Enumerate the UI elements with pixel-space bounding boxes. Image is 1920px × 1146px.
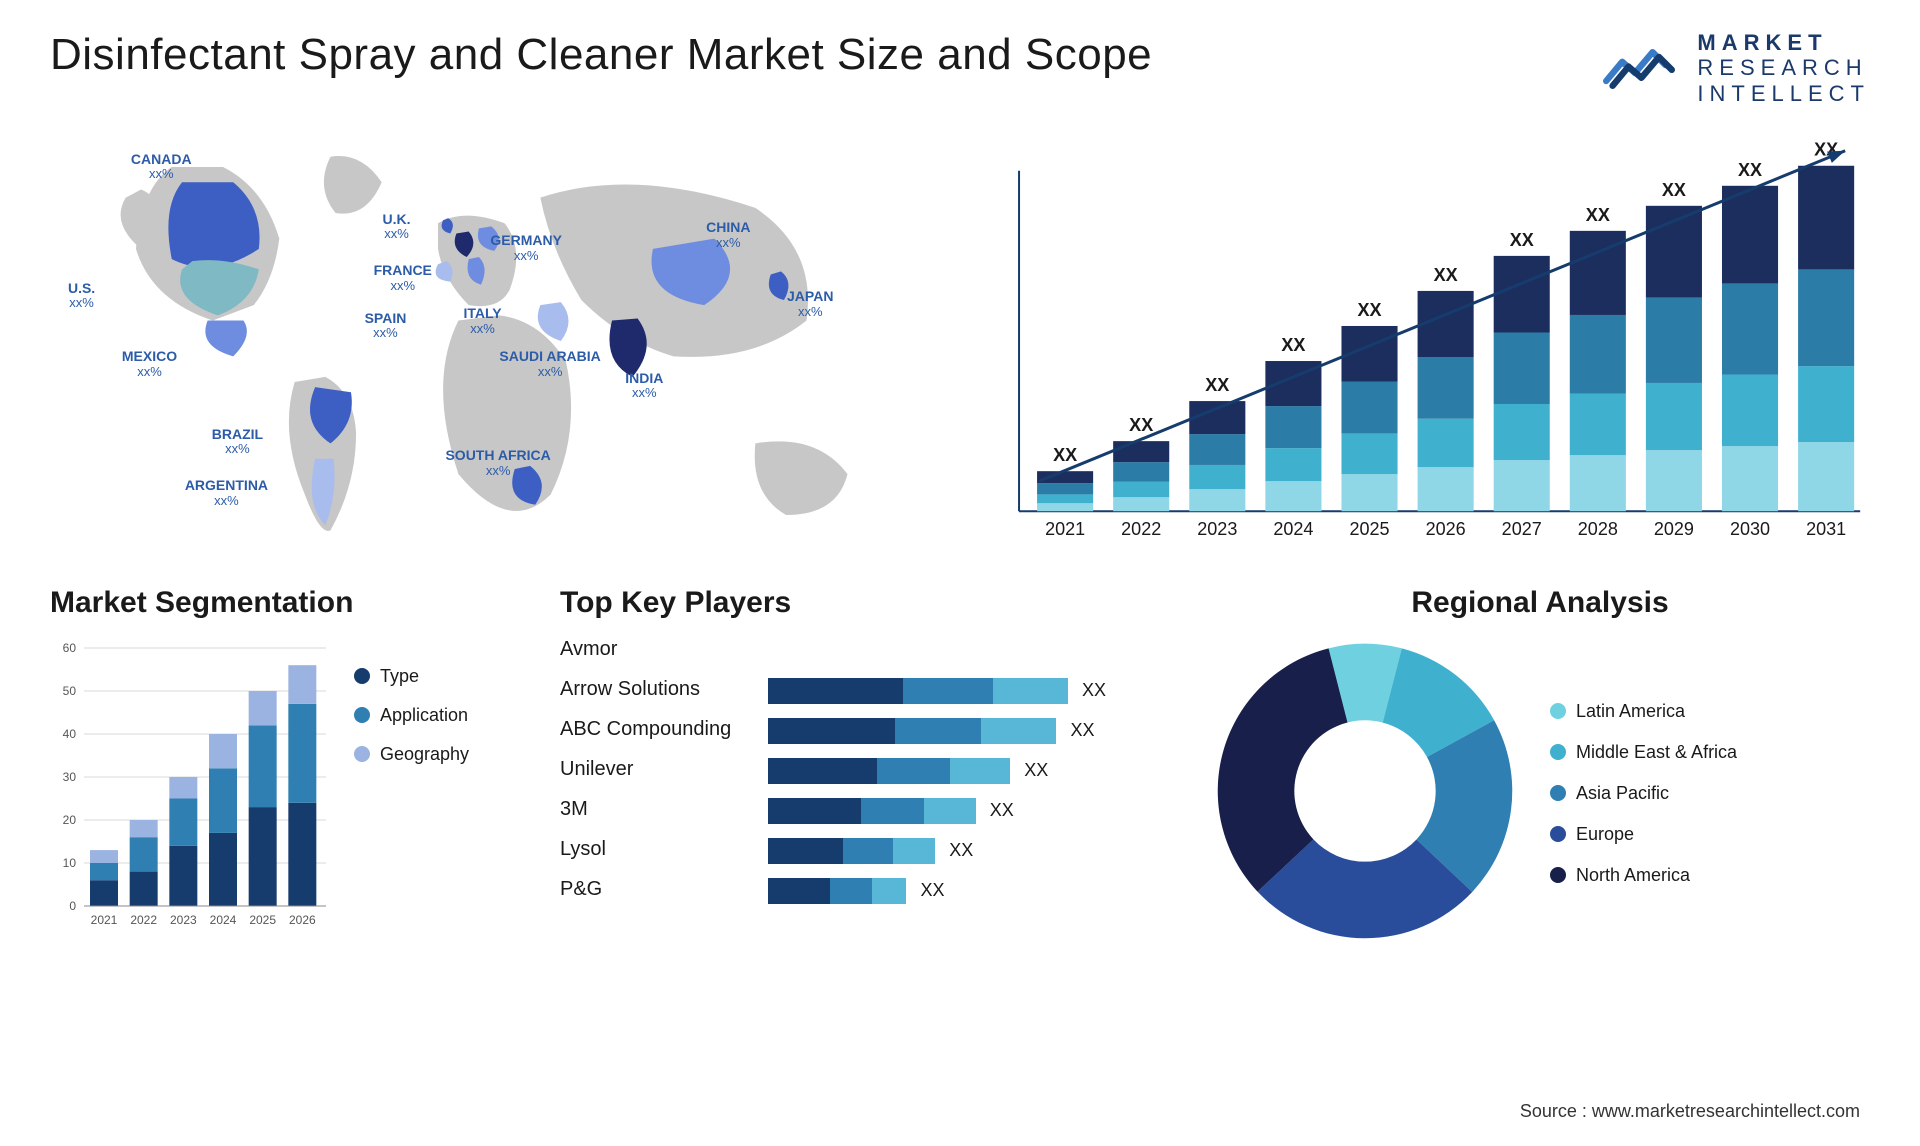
map-label-canada: CANADAxx% [131, 152, 192, 182]
map-india [609, 318, 646, 376]
map-label-india: INDIAxx% [625, 371, 663, 401]
segmentation-panel: Market Segmentation 0 10 20 30 40 50 60 2021 202… [50, 586, 520, 936]
seg-legend-geography: Geography [354, 744, 469, 765]
region-legend-item: Middle East & Africa [1550, 742, 1737, 763]
svg-text:XX: XX [1586, 205, 1610, 225]
map-label-us: U.S.xx% [68, 281, 95, 311]
svg-text:30: 30 [63, 770, 77, 784]
map-label-japan: JAPANxx% [787, 289, 833, 319]
player-name: Unilever [560, 756, 633, 782]
map-label-france: FRANCExx% [374, 263, 432, 293]
regional-donut [1210, 636, 1520, 951]
player-name: Arrow Solutions [560, 676, 700, 702]
svg-text:XX: XX [1357, 300, 1381, 320]
map-label-germany: GERMANYxx% [490, 233, 562, 263]
svg-text:0: 0 [69, 899, 76, 913]
key-players-bars: XX XX XX XX XX XX [768, 636, 1170, 904]
svg-text:XX: XX [1205, 375, 1229, 395]
svg-text:50: 50 [63, 684, 77, 698]
svg-text:XX: XX [1738, 160, 1762, 180]
svg-text:XX: XX [1433, 265, 1457, 285]
svg-text:2031: 2031 [1806, 519, 1846, 539]
svg-text:2024: 2024 [210, 913, 237, 927]
svg-text:2022: 2022 [1121, 519, 1161, 539]
svg-text:XX: XX [1510, 230, 1534, 250]
svg-text:XX: XX [1281, 335, 1305, 355]
svg-text:2022: 2022 [130, 913, 157, 927]
segmentation-chart-svg: 0 10 20 30 40 50 60 2021 2022 2023 2024 2025 2026 [50, 636, 330, 936]
svg-text:2024: 2024 [1273, 519, 1313, 539]
seg-legend-type: Type [354, 666, 469, 687]
player-bar-row: XX [768, 878, 1170, 904]
svg-text:2026: 2026 [289, 913, 316, 927]
map-mexico [205, 320, 247, 356]
map-label-uk: U.K.xx% [383, 212, 411, 242]
region-legend-item: North America [1550, 865, 1737, 886]
svg-text:2027: 2027 [1501, 519, 1541, 539]
key-players-title: Top Key Players [560, 586, 1170, 620]
map-label-brazil: BRAZILxx% [212, 427, 263, 457]
svg-text:XX: XX [1662, 180, 1686, 200]
svg-text:2023: 2023 [170, 913, 197, 927]
player-bar-row: XX [768, 838, 1170, 864]
map-label-argentina: ARGENTINAxx% [185, 478, 268, 508]
svg-text:2023: 2023 [1197, 519, 1237, 539]
svg-text:60: 60 [63, 641, 77, 655]
regional-title: Regional Analysis [1210, 586, 1870, 620]
svg-text:2021: 2021 [91, 913, 118, 927]
key-players-names: Avmor Arrow Solutions ABC Compounding Unile… [560, 636, 750, 904]
region-legend-item: Europe [1550, 824, 1737, 845]
player-name: 3M [560, 796, 588, 822]
svg-text:XX: XX [1053, 445, 1077, 465]
player-bar-row: XX [768, 678, 1170, 704]
regional-legend: Latin America Middle East & Africa Asia Pa… [1550, 701, 1737, 886]
logo-mark-icon [1603, 35, 1683, 100]
svg-text:2021: 2021 [1045, 519, 1085, 539]
segmentation-legend: Type Application Geography [354, 636, 469, 936]
world-map-panel: CANADAxx% U.S.xx% MEXICOxx% BRAZILxx% ARGENT… [50, 126, 949, 556]
player-name: Avmor [560, 636, 617, 662]
player-name: ABC Compounding [560, 716, 731, 742]
map-label-southafrica: SOUTH AFRICAxx% [445, 448, 550, 478]
growth-chart-svg: XX 2021 XX 2022 XX 2023 XX 2024 XX 2025 XX 2026 XX 20… [989, 126, 1870, 556]
brand-logo: MARKET RESEARCH INTELLECT [1603, 30, 1870, 106]
map-label-china: CHINAxx% [706, 220, 750, 250]
svg-text:2029: 2029 [1654, 519, 1694, 539]
key-players-panel: Top Key Players Avmor Arrow Solutions ABC … [560, 586, 1170, 904]
player-bar-row [768, 638, 1170, 664]
player-name: P&G [560, 876, 602, 902]
map-label-italy: ITALYxx% [463, 306, 501, 336]
svg-text:2026: 2026 [1425, 519, 1465, 539]
svg-text:10: 10 [63, 856, 77, 870]
regional-panel: Regional Analysis Latin America Middle Ea… [1210, 586, 1870, 951]
segmentation-title: Market Segmentation [50, 586, 520, 620]
logo-text: MARKET RESEARCH INTELLECT [1697, 30, 1870, 106]
map-label-mexico: MEXICOxx% [122, 349, 177, 379]
player-bar-row: XX [768, 718, 1170, 744]
page-title: Disinfectant Spray and Cleaner Market Si… [50, 30, 1152, 80]
source-attribution: Source : www.marketresearchintellect.com [1520, 1101, 1860, 1122]
map-label-saudiarabia: SAUDI ARABIAxx% [499, 349, 600, 379]
seg-legend-application: Application [354, 705, 469, 726]
player-bar-row: XX [768, 798, 1170, 824]
svg-text:2028: 2028 [1578, 519, 1618, 539]
svg-text:XX: XX [1129, 415, 1153, 435]
svg-text:2030: 2030 [1730, 519, 1770, 539]
svg-text:20: 20 [63, 813, 77, 827]
region-legend-item: Asia Pacific [1550, 783, 1737, 804]
growth-chart-panel: XX 2021 XX 2022 XX 2023 XX 2024 XX 2025 XX 2026 XX 20… [989, 126, 1870, 556]
map-label-spain: SPAINxx% [365, 311, 407, 341]
svg-text:2025: 2025 [1349, 519, 1389, 539]
svg-text:40: 40 [63, 727, 77, 741]
svg-text:2025: 2025 [249, 913, 276, 927]
player-bar-row: XX [768, 758, 1170, 784]
region-legend-item: Latin America [1550, 701, 1737, 722]
player-name: Lysol [560, 836, 606, 862]
